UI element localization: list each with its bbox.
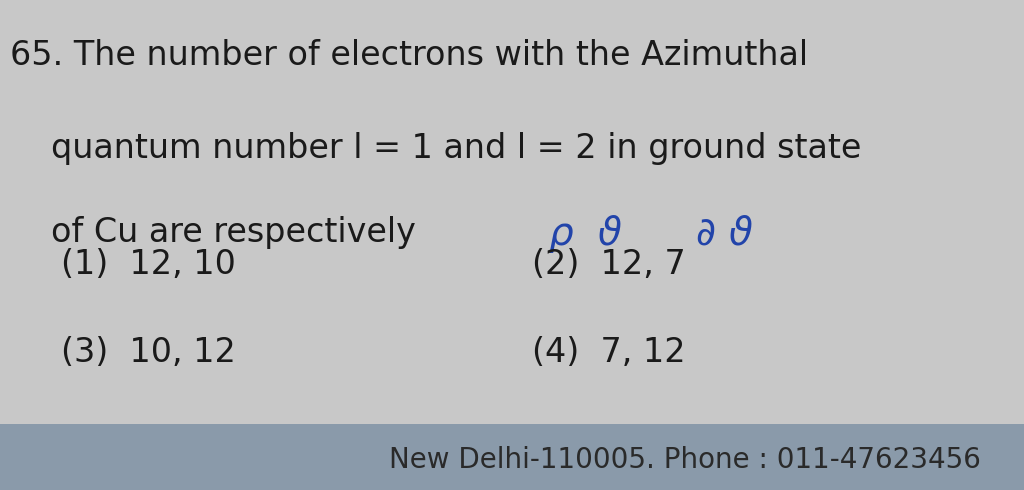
Text: (2)  12, 7: (2) 12, 7 [532, 248, 686, 281]
Text: quantum number l = 1 and l = 2 in ground state: quantum number l = 1 and l = 2 in ground… [51, 132, 861, 165]
Text: (3)  10, 12: (3) 10, 12 [61, 336, 237, 369]
Text: (4)  7, 12: (4) 7, 12 [532, 336, 686, 369]
Text: $\rho$  $\vartheta$      $\partial$ $\vartheta$: $\rho$ $\vartheta$ $\partial$ $\vartheta… [548, 213, 754, 255]
FancyBboxPatch shape [0, 424, 1024, 490]
Text: 65. The number of electrons with the Azimuthal: 65. The number of electrons with the Azi… [10, 39, 808, 72]
Text: New Delhi-110005. Phone : 011-47623456: New Delhi-110005. Phone : 011-47623456 [389, 446, 981, 474]
Text: (1)  12, 10: (1) 12, 10 [61, 248, 237, 281]
Text: of Cu are respectively: of Cu are respectively [51, 216, 416, 248]
